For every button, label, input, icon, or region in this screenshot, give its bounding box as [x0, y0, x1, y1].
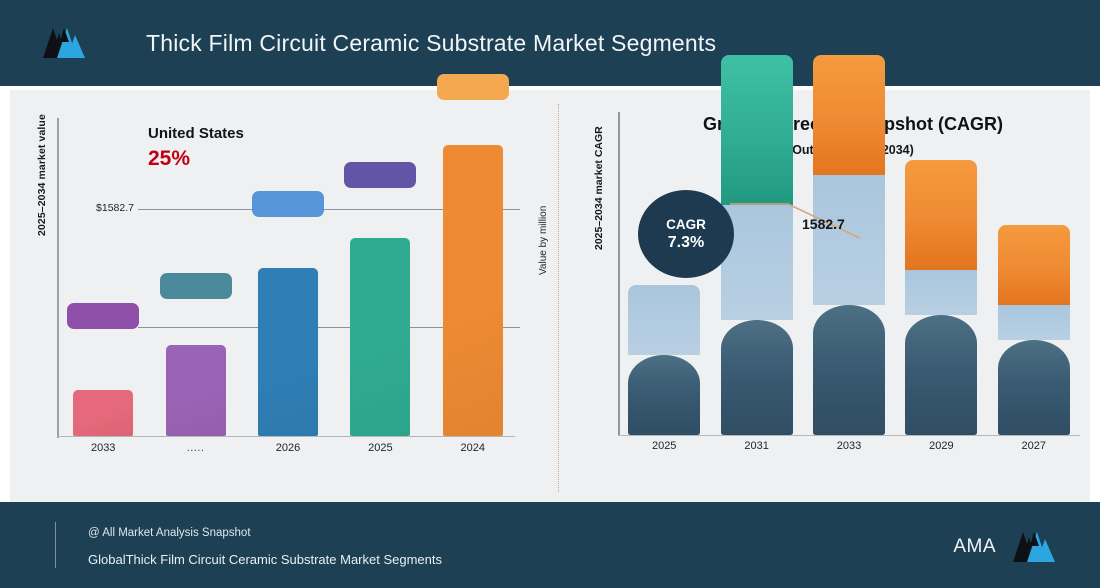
footer-source-line: @ All Market Analysis Snapshot [88, 527, 251, 539]
footer-subtitle-line: GlobalThick Film Circuit Ceramic Substra… [88, 552, 442, 567]
ama-mountain-logo-icon [1013, 532, 1055, 562]
right-bar-segment-base[interactable] [997, 340, 1070, 435]
page-title: Thick Film Circuit Ceramic Substrate Mar… [146, 29, 717, 56]
left-bar-cap[interactable] [344, 162, 417, 189]
left-bar-group[interactable] [344, 118, 417, 436]
right-xaxis-label: 2031 [744, 440, 769, 452]
left-bar-series [57, 74, 519, 436]
footer-bar: @ All Market Analysis Snapshot GlobalThi… [0, 502, 1100, 588]
value-by-million-label: Value by million [538, 205, 549, 275]
left-bar[interactable] [442, 144, 503, 436]
right-bar-segment-top[interactable] [720, 55, 793, 205]
cagr-badge-value: 7.3% [667, 234, 705, 251]
right-bar-segment-mid[interactable] [628, 285, 701, 355]
right-bar-group[interactable] [628, 112, 701, 435]
left-yaxis-title: 2025–2034 market value [36, 114, 48, 236]
charts-canvas: 2025–2034 market value United States 25%… [10, 55, 1090, 529]
left-xaxis-label: 2033 [90, 442, 116, 454]
left-bar[interactable] [165, 344, 226, 436]
right-bar-segment-top[interactable] [997, 225, 1070, 305]
left-callout-value: 25% [148, 147, 191, 170]
right-bar-segment-base[interactable] [905, 315, 978, 435]
right-bar-segment-top[interactable] [813, 55, 885, 175]
left-bar[interactable] [73, 390, 134, 436]
right-bar-group[interactable] [997, 112, 1070, 435]
left-gridline-middle [138, 327, 520, 328]
right-chart-panel: Growth Forecast Snapshot (CAGR) Outlook … [570, 55, 1090, 502]
cagr-badge: CAGR 7.3% [638, 190, 734, 278]
right-xaxis-label: 2029 [929, 440, 954, 452]
right-bar-group[interactable] [720, 55, 793, 435]
left-callout-label: United States [148, 125, 244, 142]
ama-mountain-logo-icon [43, 28, 85, 58]
left-xaxis-label: 2026 [275, 442, 301, 454]
left-bar-cap[interactable] [252, 190, 324, 217]
left-gridline-upper [138, 209, 520, 210]
right-data-label: 1582.7 [802, 216, 845, 232]
left-bar-cap[interactable] [159, 272, 232, 299]
right-bar-segment-base[interactable] [628, 355, 701, 435]
footer-brand: AMA [953, 530, 1064, 564]
right-xaxis-label: 2033 [836, 440, 862, 452]
left-ytick-upper: $1582.7 [96, 202, 134, 214]
right-bar-series [618, 55, 1080, 435]
left-xaxis-labels: 2033..... 2026 2025 2024 [57, 442, 519, 462]
left-chart-panel: 2025–2034 market value United States 25%… [10, 74, 550, 529]
right-bar-segment-mid[interactable] [997, 305, 1070, 340]
left-bar-group[interactable] [159, 118, 232, 436]
left-bar-group[interactable] [252, 118, 324, 436]
left-bar-group[interactable] [67, 118, 140, 436]
footer-brand-text: AMA [953, 536, 996, 557]
left-xaxis-label: 2025 [368, 442, 393, 454]
right-xaxis-label: 2027 [1021, 440, 1047, 452]
right-bar-segment-base[interactable] [813, 305, 885, 435]
right-bar-segment-mid[interactable] [905, 270, 978, 315]
left-xaxis-label: ..... [186, 442, 205, 454]
right-xaxis-labels: 2025 2031 2033 2029 2027 [618, 440, 1080, 460]
left-yaxis-line [57, 118, 59, 438]
panel-divider [558, 104, 559, 492]
left-bar[interactable] [350, 237, 411, 436]
left-bar-cap[interactable] [67, 303, 140, 330]
right-bar-group[interactable] [813, 55, 885, 435]
right-yaxis-line [618, 112, 620, 436]
left-bar[interactable] [258, 268, 318, 436]
right-bar-segment-base[interactable] [720, 320, 793, 435]
right-xaxis-label: 2025 [651, 440, 677, 452]
right-baseline [618, 435, 1080, 436]
left-bar-group[interactable] [436, 74, 509, 436]
footer-divider [55, 522, 56, 568]
left-xaxis-label: 2024 [460, 442, 486, 454]
left-baseline [57, 436, 515, 437]
right-bar-group[interactable] [905, 112, 978, 435]
header-bar: Thick Film Circuit Ceramic Substrate Mar… [0, 0, 1100, 86]
left-bar-cap[interactable] [436, 74, 509, 101]
right-bar-segment-top[interactable] [905, 160, 978, 270]
cagr-badge-label: CAGR [666, 217, 706, 232]
right-bar-segment-mid[interactable] [813, 175, 885, 305]
